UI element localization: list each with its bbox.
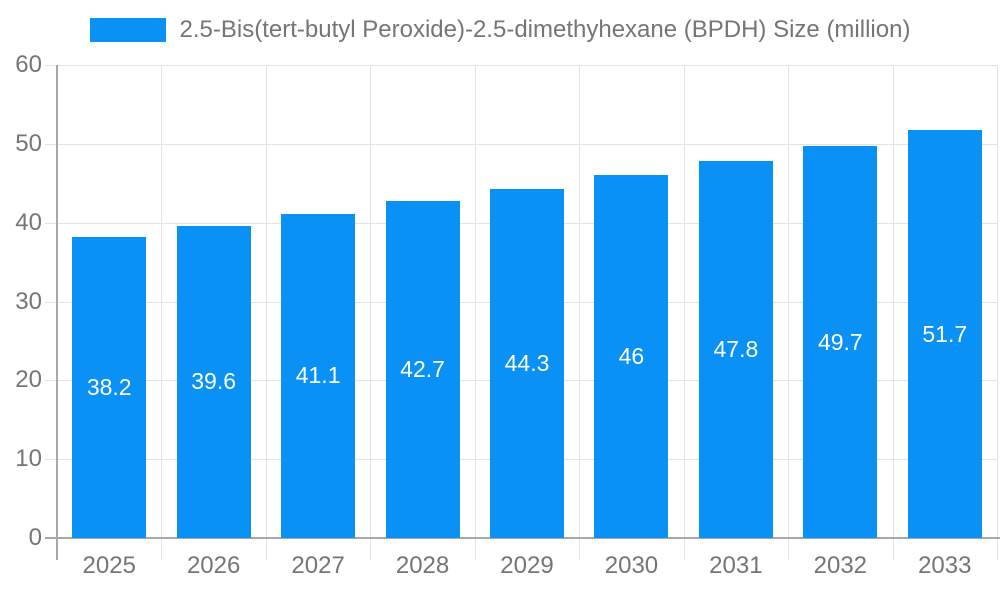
gridline-x-1 [161,65,163,560]
bar-value-label-2029: 44.3 [504,349,550,376]
x-axis-label-2025: 2025 [82,552,136,579]
bar-2027[interactable]: 41.1 [281,213,356,538]
gridline-y-60 [45,65,997,66]
bar-2033[interactable]: 51.7 [907,130,982,538]
y-axis-label-40: 40 [15,208,42,236]
y-axis-label-30: 30 [15,287,42,315]
bar-value-label-2026: 39.6 [191,368,237,395]
bar-2028[interactable]: 42.7 [385,201,460,538]
gridline-x-5 [579,65,581,560]
gridline-x-9 [997,65,998,560]
y-axis-label-50: 50 [15,129,42,157]
x-axis-label-2026: 2026 [186,552,241,579]
bar-value-label-2028: 42.7 [400,356,445,383]
x-axis-label-2031: 2031 [709,552,763,579]
bar-value-label-2032: 49.7 [817,328,863,355]
x-axis-label-2032: 2032 [813,552,868,579]
bar-2030[interactable]: 46 [594,175,669,538]
x-axis-label-2030: 2030 [604,552,659,579]
bar-value-label-2031: 47.8 [713,336,759,363]
bar-value-label-2030: 46 [618,343,645,370]
bar-value-label-2025: 38.2 [86,373,132,400]
gridline-x-8 [892,65,894,560]
bar-value-label-2033: 51.7 [922,320,968,347]
y-axis-label-60: 60 [15,51,42,78]
gridline-x-4 [474,65,476,560]
x-axis-line [45,537,1000,539]
bar-2032[interactable]: 49.7 [803,146,878,538]
legend[interactable]: 2.5-Bis(tert-butyl Peroxide)-2.5-dimethy… [0,16,1000,44]
x-axis-label-2028: 2028 [395,552,450,579]
legend-label: 2.5-Bis(tert-butyl Peroxide)-2.5-dimethy… [179,16,911,43]
x-axis-label-2027: 2027 [291,552,345,579]
x-axis-label-2029: 2029 [500,552,554,579]
gridline-x-3 [370,65,372,560]
y-axis-label-10: 10 [15,445,42,473]
bar-value-label-2027: 41.1 [295,362,341,389]
gridline-x-2 [265,65,267,560]
bar-2029[interactable]: 44.3 [490,188,564,538]
bar-2026[interactable]: 39.6 [176,225,251,538]
x-axis-label-2033: 2033 [918,552,972,579]
y-axis-line [56,65,58,560]
y-axis-label-20: 20 [15,366,42,394]
gridline-x-7 [788,65,790,560]
y-axis-label-0: 0 [28,524,42,551]
gridline-y-50 [45,143,997,145]
gridline-x-6 [683,65,685,560]
bar-2031[interactable]: 47.8 [698,161,773,538]
bar-2025[interactable]: 38.2 [72,236,147,538]
legend-swatch-icon [89,18,166,42]
